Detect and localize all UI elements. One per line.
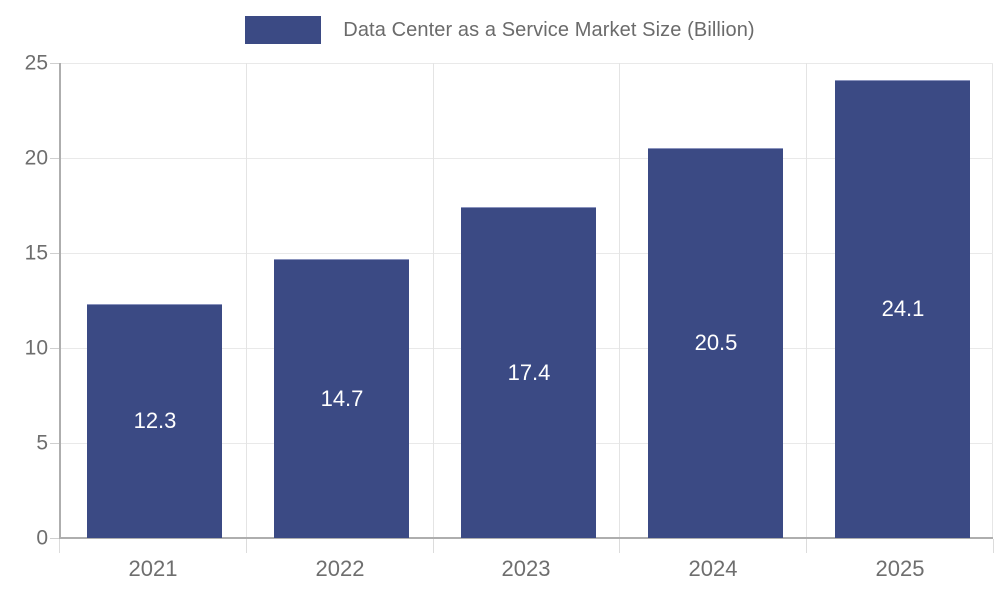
bar-2023[interactable] xyxy=(461,207,596,538)
y-axis-tick-label: 15 xyxy=(24,241,48,265)
x-axis-line xyxy=(59,537,993,539)
bar-2021[interactable] xyxy=(87,304,222,538)
y-tick-mark-0 xyxy=(50,538,59,539)
y-axis-line xyxy=(59,63,61,539)
y-axis-tick-label: 5 xyxy=(36,431,48,455)
x-tick-mark-2 xyxy=(433,539,434,553)
x-axis-tick-label: 2023 xyxy=(501,556,551,581)
y-axis-tick-label: 10 xyxy=(24,336,48,360)
x-tick-mark-5 xyxy=(993,539,994,553)
x-axis-tick-label: 2021 xyxy=(128,556,178,581)
bar-2025[interactable] xyxy=(835,80,970,538)
gridline-x-2 xyxy=(433,63,434,538)
y-tick-mark-25 xyxy=(50,63,59,64)
y-axis-tick-label: 25 xyxy=(24,51,48,75)
y-axis-tick-label: 20 xyxy=(24,146,48,170)
legend-item-series-0[interactable]: Data Center as a Service Market Size (Bi… xyxy=(245,16,755,44)
chart-legend: Data Center as a Service Market Size (Bi… xyxy=(0,13,1000,47)
x-tick-mark-3 xyxy=(619,539,620,553)
y-tick-mark-20 xyxy=(50,158,59,159)
plot-right-border xyxy=(992,63,993,538)
bar-2022[interactable] xyxy=(274,259,409,538)
x-tick-mark-0 xyxy=(59,539,60,553)
x-axis-tick-label: 2022 xyxy=(315,556,365,581)
x-tick-mark-1 xyxy=(246,539,247,553)
gridline-y-20 xyxy=(59,158,993,159)
y-tick-mark-15 xyxy=(50,253,59,254)
gridline-x-4 xyxy=(806,63,807,538)
gridline-x-1 xyxy=(246,63,247,538)
gridline-x-3 xyxy=(619,63,620,538)
x-axis-tick-label: 2024 xyxy=(688,556,738,581)
x-tick-mark-4 xyxy=(806,539,807,553)
bar-2024[interactable] xyxy=(648,148,783,538)
x-axis-tick-label: 2025 xyxy=(875,556,925,581)
gridline-y-25 xyxy=(59,63,993,64)
legend-item-label: Data Center as a Service Market Size (Bi… xyxy=(343,18,755,41)
y-tick-mark-10 xyxy=(50,348,59,349)
y-tick-mark-5 xyxy=(50,443,59,444)
legend-color-swatch xyxy=(245,16,322,44)
y-axis-tick-label: 0 xyxy=(36,526,48,550)
